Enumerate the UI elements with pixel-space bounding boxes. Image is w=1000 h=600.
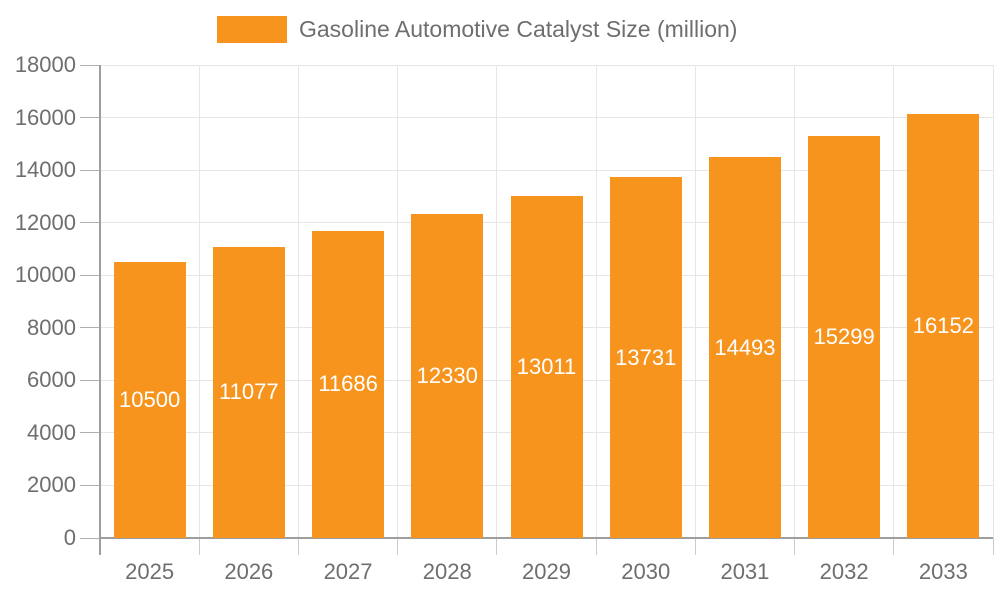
y-axis-label: 2000 xyxy=(27,472,76,498)
bar-value-label: 13731 xyxy=(615,344,677,370)
bar-value-label: 11077 xyxy=(219,379,279,405)
bar-value-label: 15299 xyxy=(813,323,875,349)
y-axis-label: 8000 xyxy=(27,314,76,340)
gridline-horizontal xyxy=(100,64,993,66)
x-axis-label: 2026 xyxy=(224,559,274,584)
x-axis-tick xyxy=(397,538,399,555)
y-axis-tick xyxy=(80,484,100,486)
bar[interactable]: 12330 xyxy=(411,213,484,538)
gridline-vertical xyxy=(198,65,200,538)
gridline-vertical xyxy=(694,65,696,538)
x-axis-tick xyxy=(595,538,597,555)
x-axis-label: 2031 xyxy=(720,559,770,584)
bar-value-label: 13011 xyxy=(516,354,577,380)
y-axis-label: 4000 xyxy=(27,419,76,445)
y-axis-tick xyxy=(80,169,100,171)
gridline-vertical xyxy=(595,65,597,538)
gridline-vertical xyxy=(992,65,994,538)
y-axis-label: 16000 xyxy=(14,104,76,130)
y-axis-tick xyxy=(80,432,100,434)
bar[interactable]: 14493 xyxy=(708,157,781,538)
x-axis-label: 2028 xyxy=(422,559,472,584)
legend-label: Gasoline Automotive Catalyst Size (milli… xyxy=(299,16,738,42)
y-axis-label: 6000 xyxy=(27,367,76,393)
bar-value-label: 16152 xyxy=(912,312,974,338)
x-axis-label: 2025 xyxy=(125,559,175,584)
gridline-vertical xyxy=(297,65,299,538)
bar-value-label: 14493 xyxy=(714,334,776,360)
y-axis-label: 0 xyxy=(63,525,76,550)
y-axis-label: 18000 xyxy=(14,52,76,77)
y-axis-label: 10000 xyxy=(14,262,76,288)
bar[interactable]: 13011 xyxy=(510,196,583,538)
gridline-horizontal xyxy=(100,117,993,119)
y-axis-tick xyxy=(80,327,100,329)
gridline-vertical xyxy=(794,65,796,538)
y-axis-tick xyxy=(80,64,100,66)
x-axis-tick xyxy=(694,538,696,555)
y-axis-tick xyxy=(80,379,100,381)
bar-value-label: 10500 xyxy=(119,387,181,413)
x-axis-label: 2030 xyxy=(621,559,671,584)
y-axis-label: 14000 xyxy=(14,157,76,183)
chart-legend[interactable]: Gasoline Automotive Catalyst Size (milli… xyxy=(217,16,737,43)
x-axis-tick xyxy=(893,538,895,555)
bar[interactable]: 10500 xyxy=(113,262,186,538)
bar[interactable]: 15299 xyxy=(808,135,881,538)
legend-swatch xyxy=(217,16,287,43)
x-axis-line xyxy=(100,537,993,539)
x-axis-tick xyxy=(198,538,200,555)
x-axis-label: 2027 xyxy=(323,559,373,584)
bar[interactable]: 13731 xyxy=(609,177,682,538)
y-axis-tick xyxy=(80,222,100,224)
x-axis-tick xyxy=(297,538,299,555)
x-axis-label: 2033 xyxy=(918,559,968,584)
y-axis-label: 12000 xyxy=(14,209,76,235)
x-axis-tick xyxy=(794,538,796,555)
x-axis-label: 2029 xyxy=(522,559,571,584)
bar[interactable]: 11686 xyxy=(312,230,385,538)
y-axis-tick xyxy=(80,537,100,539)
y-axis-tick xyxy=(80,117,100,119)
x-axis-tick xyxy=(496,538,498,555)
x-axis-label: 2032 xyxy=(819,559,869,584)
y-axis-tick xyxy=(80,274,100,276)
x-axis-tick xyxy=(992,538,994,555)
y-axis-line xyxy=(99,65,101,555)
gridline-horizontal xyxy=(100,169,993,171)
bar[interactable]: 11077 xyxy=(212,246,285,538)
gridline-vertical xyxy=(496,65,498,538)
bar-value-label: 12330 xyxy=(416,362,478,388)
gridline-vertical xyxy=(893,65,895,538)
bar[interactable]: 16152 xyxy=(907,113,980,538)
gridline-vertical xyxy=(397,65,399,538)
bar-value-label: 11686 xyxy=(318,371,378,397)
